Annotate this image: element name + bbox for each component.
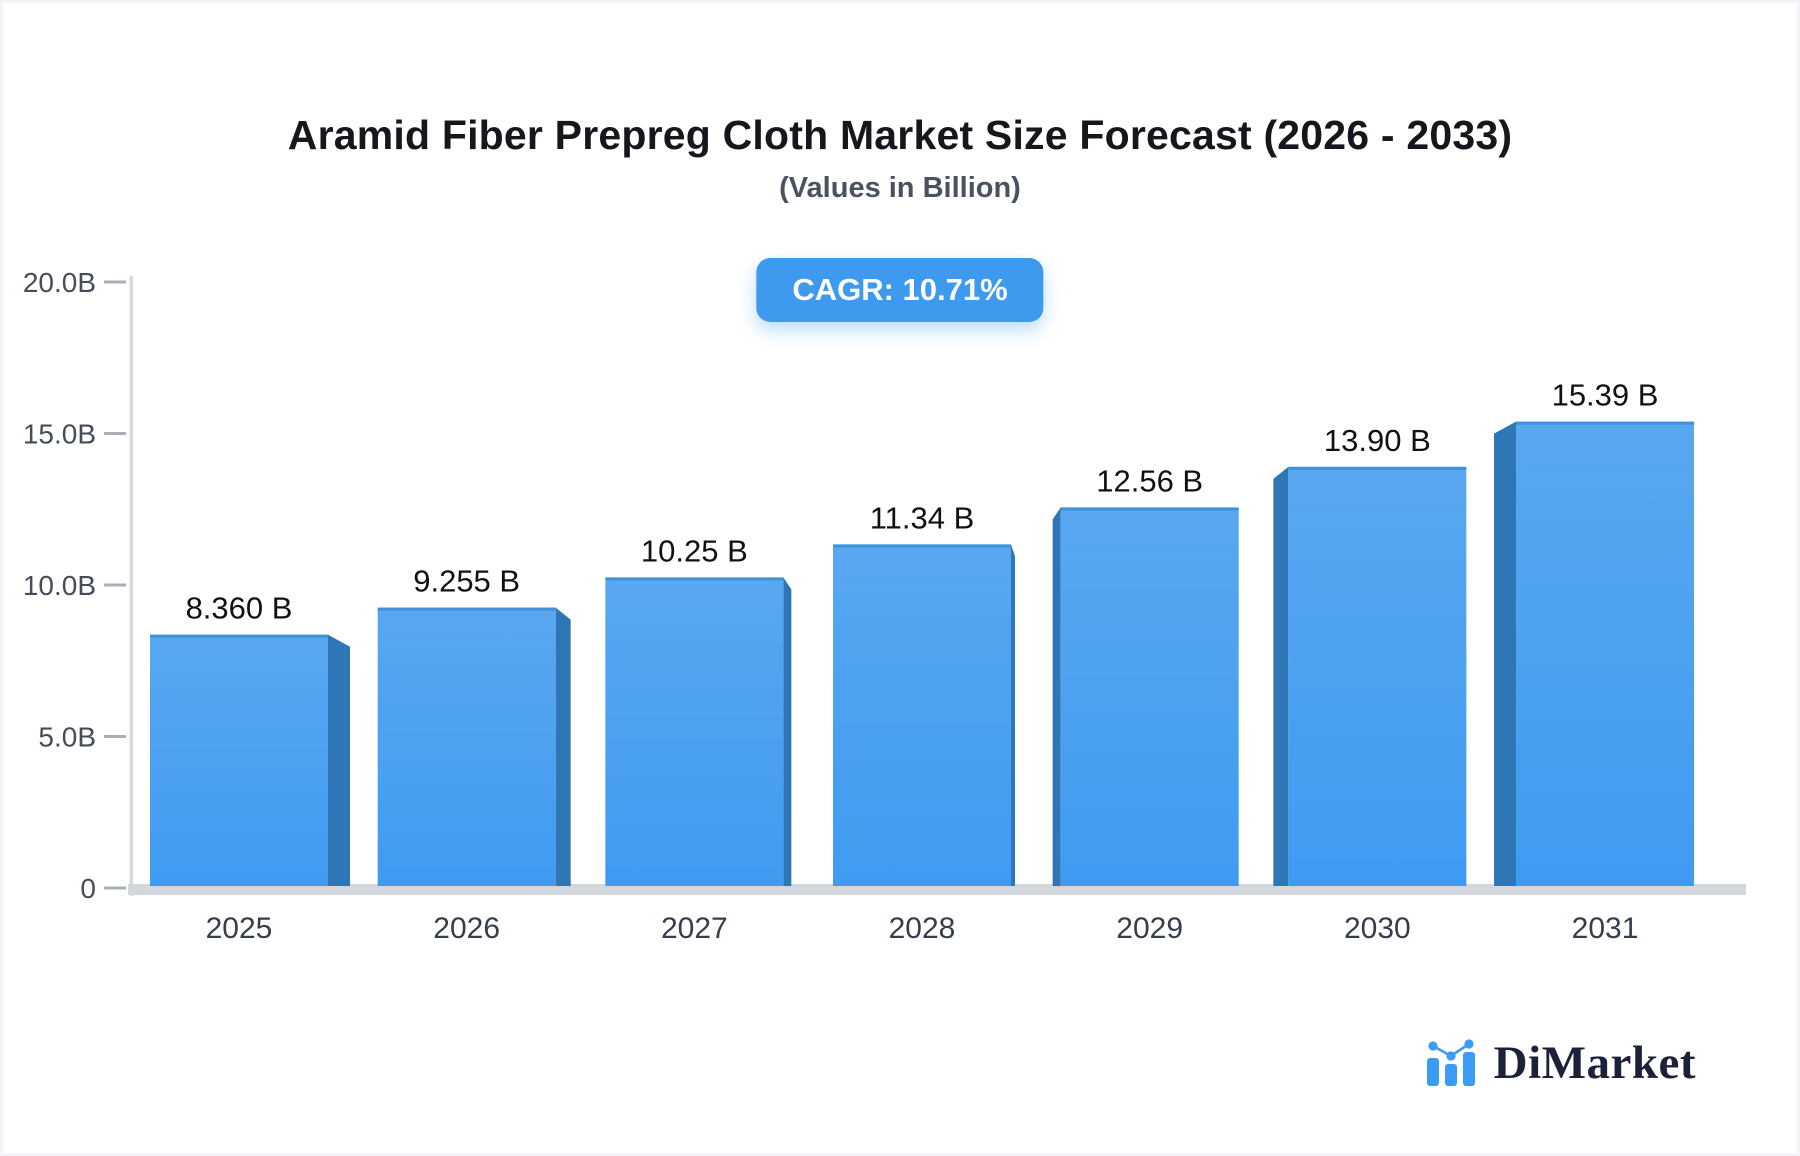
bar-value-label: 10.25 B: [641, 533, 748, 568]
bar-top-edge: [1516, 421, 1695, 425]
x-axis-label: 2025: [206, 912, 273, 945]
bar-top-edge: [1060, 507, 1239, 511]
bar-front-face: [150, 634, 328, 886]
bar-chart-logo-icon: [1426, 1039, 1475, 1086]
bar-front-face: [833, 544, 1012, 886]
cagr-badge-label: CAGR: 10.71%: [792, 272, 1008, 307]
brand-logo: DiMarket: [1424, 1036, 1696, 1090]
y-axis-tick: [104, 432, 126, 435]
bar-value-label: 13.90 B: [1324, 423, 1431, 458]
bar-front-face: [377, 607, 556, 886]
y-axis-tick: [104, 280, 126, 284]
x-axis-label: 2026: [433, 912, 500, 945]
x-axis-label: 2028: [889, 912, 956, 945]
bar-top-edge: [1288, 466, 1467, 470]
brand-logo-text: DiMarket: [1493, 1037, 1696, 1089]
bar-side-face: [328, 634, 350, 886]
y-axis-tick: [104, 583, 126, 587]
y-axis-tick-label: 20.0B: [23, 267, 96, 298]
page-title: Aramid Fiber Prepreg Cloth Market Size F…: [287, 112, 1513, 158]
y-axis-tick-label: 5.0B: [38, 722, 96, 753]
bar-side-face: [555, 607, 571, 886]
bar-top-edge: [150, 634, 328, 638]
x-axis-baseline: [128, 884, 1746, 895]
bar-front-face: [1516, 421, 1695, 886]
bar-front-face: [1060, 507, 1239, 886]
page-subtitle: (Values in Billion): [779, 172, 1021, 204]
bar-front-face: [605, 577, 784, 886]
y-axis-tick: [104, 735, 126, 738]
bar-value-label: 8.360 B: [186, 591, 293, 626]
bar-top-edge: [833, 544, 1012, 548]
bar-side-face: [1273, 466, 1289, 886]
bar-value-label: 15.39 B: [1552, 378, 1659, 413]
x-axis-label: 2030: [1344, 912, 1411, 945]
y-axis-line: [129, 276, 133, 896]
cagr-badge: CAGR: 10.71%: [756, 258, 1044, 322]
bar-value-label: 12.56 B: [1096, 463, 1203, 498]
bar-value-label: 11.34 B: [870, 500, 975, 535]
y-axis-tick-label: 10.0B: [23, 570, 96, 601]
bar-side-face: [1011, 544, 1016, 886]
bar-top-edge: [605, 577, 784, 581]
y-axis-tick-label: 0: [80, 873, 96, 904]
bar-top-edge: [377, 607, 556, 611]
y-axis-tick: [104, 886, 126, 890]
x-axis-label: 2031: [1572, 912, 1639, 945]
bar-front-face: [1288, 466, 1467, 886]
y-axis-tick-label: 15.0B: [23, 419, 96, 450]
bar-value-label: 9.255 B: [413, 564, 520, 599]
x-axis-label: 2029: [1116, 912, 1183, 945]
bar-side-face: [783, 577, 792, 886]
x-axis-label: 2027: [661, 912, 728, 945]
bar-side-face: [1494, 421, 1517, 886]
bar-side-face: [1052, 507, 1061, 886]
